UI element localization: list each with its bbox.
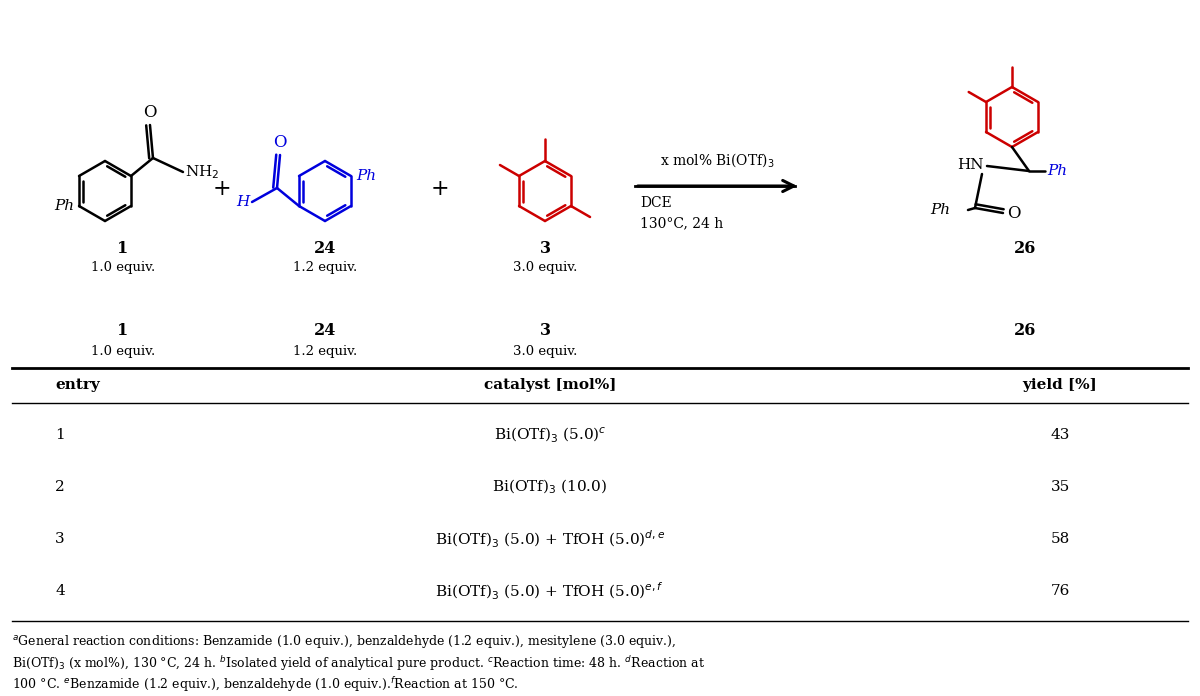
Text: H: H	[235, 195, 250, 209]
Text: 24: 24	[314, 322, 336, 339]
Text: 26: 26	[1014, 322, 1036, 339]
Text: 1.0 equiv.: 1.0 equiv.	[91, 261, 155, 274]
Text: Ph: Ph	[930, 203, 950, 217]
Text: 35: 35	[1050, 480, 1069, 494]
Text: Bi(OTf)$_3$ (x mol%), 130 °C, 24 h. $^b$Isolated yield of analytical pure produc: Bi(OTf)$_3$ (x mol%), 130 °C, 24 h. $^b$…	[12, 654, 704, 673]
Text: 1.2 equiv.: 1.2 equiv.	[293, 261, 358, 274]
Text: Bi(OTf)$_3$ (5.0) + TfOH (5.0)$^{d,e}$: Bi(OTf)$_3$ (5.0) + TfOH (5.0)$^{d,e}$	[434, 528, 665, 550]
Text: +: +	[212, 178, 232, 200]
Text: 1: 1	[55, 428, 65, 442]
Text: 3: 3	[540, 240, 551, 257]
Text: $^a$General reaction conditions: Benzamide (1.0 equiv.), benzaldehyde (1.2 equiv: $^a$General reaction conditions: Benzami…	[12, 633, 677, 650]
Text: 1.2 equiv.: 1.2 equiv.	[293, 345, 358, 358]
Text: Ph: Ph	[356, 169, 376, 183]
Text: 3: 3	[55, 532, 65, 546]
Text: 58: 58	[1050, 532, 1069, 546]
Text: Ph: Ph	[1046, 164, 1067, 178]
Text: x mol% Bi(OTf)$_3$: x mol% Bi(OTf)$_3$	[660, 151, 775, 169]
Text: 1: 1	[118, 240, 128, 257]
Text: +: +	[431, 178, 449, 200]
Text: 4: 4	[55, 584, 65, 598]
Text: 3: 3	[540, 322, 551, 339]
Text: 1.0 equiv.: 1.0 equiv.	[91, 345, 155, 358]
Text: O: O	[143, 104, 157, 121]
Text: 3.0 equiv.: 3.0 equiv.	[512, 345, 577, 358]
Text: Ph: Ph	[54, 199, 74, 213]
Text: DCE: DCE	[640, 196, 672, 210]
Text: 2: 2	[55, 480, 65, 494]
Text: entry: entry	[55, 379, 100, 393]
Text: 24: 24	[314, 240, 336, 257]
Text: yield [%]: yield [%]	[1022, 379, 1097, 393]
Text: 3.0 equiv.: 3.0 equiv.	[512, 261, 577, 274]
Text: 1: 1	[118, 322, 128, 339]
Text: catalyst [mol%]: catalyst [mol%]	[484, 379, 616, 393]
Text: 100 °C. $^e$Benzamide (1.2 equiv.), benzaldehyde (1.0 equiv.).$^f$Reaction at 15: 100 °C. $^e$Benzamide (1.2 equiv.), benz…	[12, 675, 518, 694]
Text: O: O	[1007, 205, 1020, 223]
Text: Bi(OTf)$_3$ (5.0)$^c$: Bi(OTf)$_3$ (5.0)$^c$	[493, 425, 606, 445]
Text: 26: 26	[1014, 240, 1036, 257]
Text: 130°C, 24 h: 130°C, 24 h	[640, 216, 724, 230]
Text: NH$_2$: NH$_2$	[185, 163, 220, 181]
Text: HN: HN	[958, 158, 984, 172]
Text: Bi(OTf)$_3$ (10.0): Bi(OTf)$_3$ (10.0)	[492, 477, 607, 496]
Text: 76: 76	[1050, 584, 1069, 598]
Text: Bi(OTf)$_3$ (5.0) + TfOH (5.0)$^{e,f}$: Bi(OTf)$_3$ (5.0) + TfOH (5.0)$^{e,f}$	[436, 580, 665, 601]
Text: O: O	[274, 134, 287, 151]
Text: 43: 43	[1050, 428, 1069, 442]
